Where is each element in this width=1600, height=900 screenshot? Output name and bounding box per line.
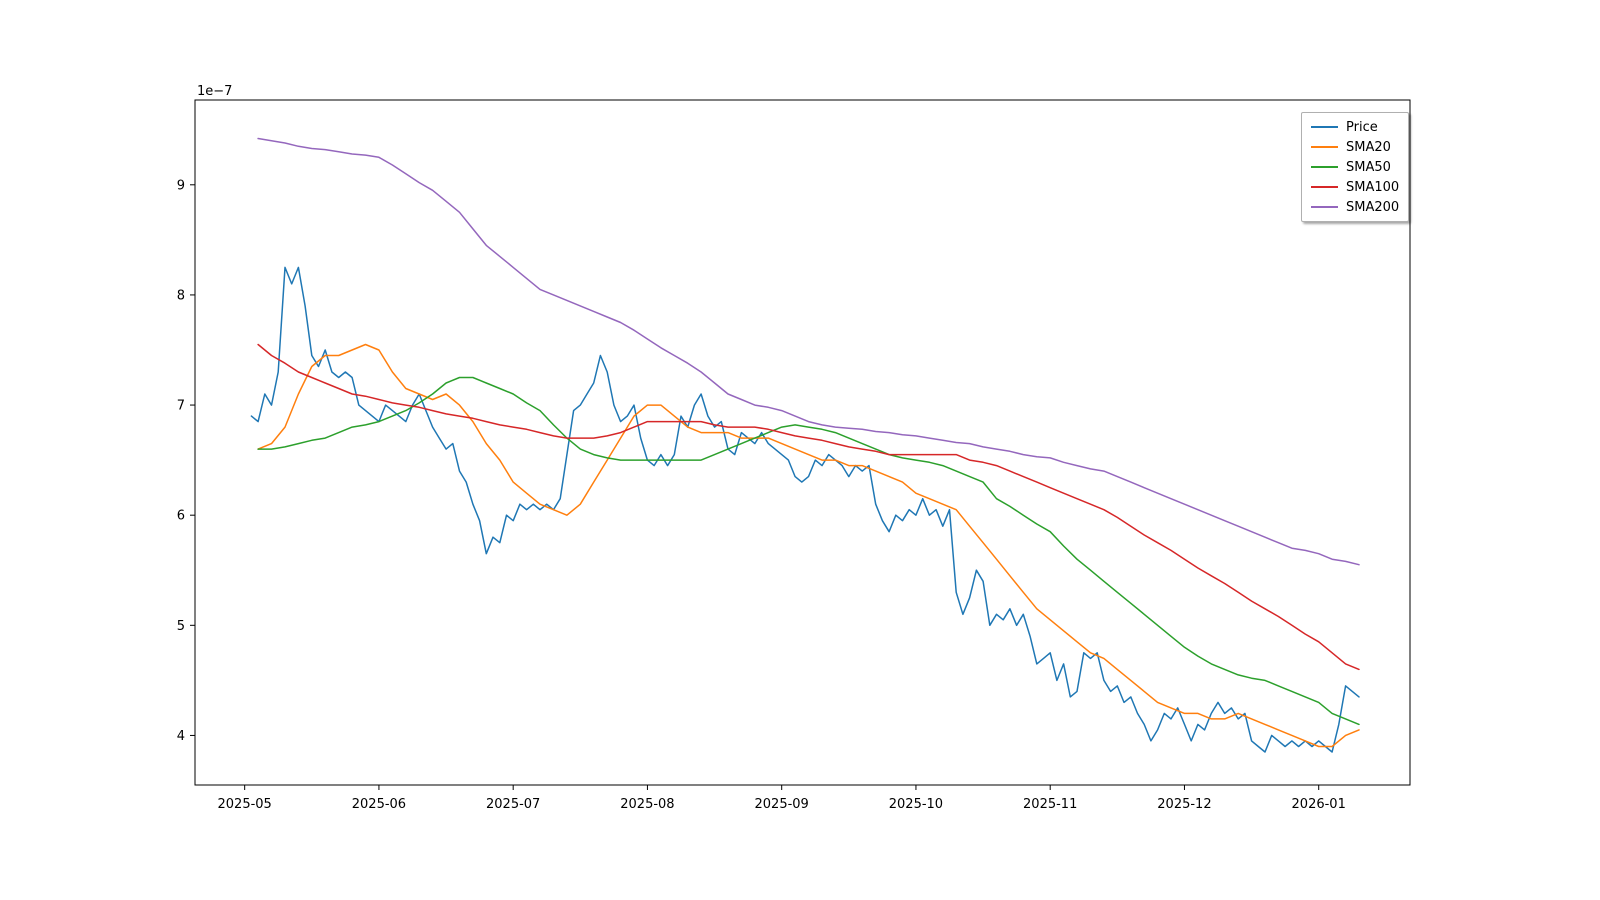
legend-item-sma100: SMA100 <box>1311 177 1399 197</box>
x-tick-label: 2025-12 <box>1157 797 1211 812</box>
sma200-line <box>257 137 1360 566</box>
y-tick-label: 6 <box>177 509 185 524</box>
legend-line-sample-sma20 <box>1311 146 1338 148</box>
x-tick-label: 2025-10 <box>889 797 943 812</box>
sma20-line <box>257 343 1360 748</box>
legend-item-sma200: SMA200 <box>1311 197 1399 217</box>
plot-border <box>194 99 1411 786</box>
y-tick-label: 4 <box>177 729 185 744</box>
y-tick-label: 8 <box>177 288 185 303</box>
legend-line-sample-sma100 <box>1311 186 1338 188</box>
axis-offset-label: 1e−7 <box>197 84 233 99</box>
legend-label-price: Price <box>1346 119 1378 135</box>
legend-line-sample-sma50 <box>1311 166 1338 168</box>
legend-label-sma200: SMA200 <box>1346 199 1400 215</box>
x-tick-label: 2025-07 <box>486 797 540 812</box>
x-tick-label: 2025-06 <box>352 797 406 812</box>
y-tick-label: 5 <box>177 619 185 634</box>
legend-item-sma20: SMA20 <box>1311 137 1399 157</box>
x-tick-label: 2025-11 <box>1023 797 1077 812</box>
price-line <box>250 266 1360 753</box>
legend-line-sample-sma200 <box>1311 206 1338 208</box>
x-tick-label: 2025-09 <box>755 797 809 812</box>
x-tick-label: 2025-08 <box>620 797 674 812</box>
sma50-line <box>257 376 1360 726</box>
legend-label-sma20: SMA20 <box>1346 139 1391 155</box>
legend-item-sma50: SMA50 <box>1311 157 1399 177</box>
y-tick-label: 9 <box>177 178 185 193</box>
y-tick-label: 7 <box>177 399 185 414</box>
sma100-line <box>257 343 1360 671</box>
legend: Price SMA20 SMA50 SMA100 SMA200 <box>1301 112 1410 222</box>
legend-label-sma100: SMA100 <box>1346 179 1400 195</box>
x-tick-label: 2025-05 <box>218 797 272 812</box>
legend-item-price: Price <box>1311 117 1399 137</box>
legend-line-sample-price <box>1311 126 1338 128</box>
x-tick-label: 2026-01 <box>1292 797 1346 812</box>
legend-label-sma50: SMA50 <box>1346 159 1391 175</box>
